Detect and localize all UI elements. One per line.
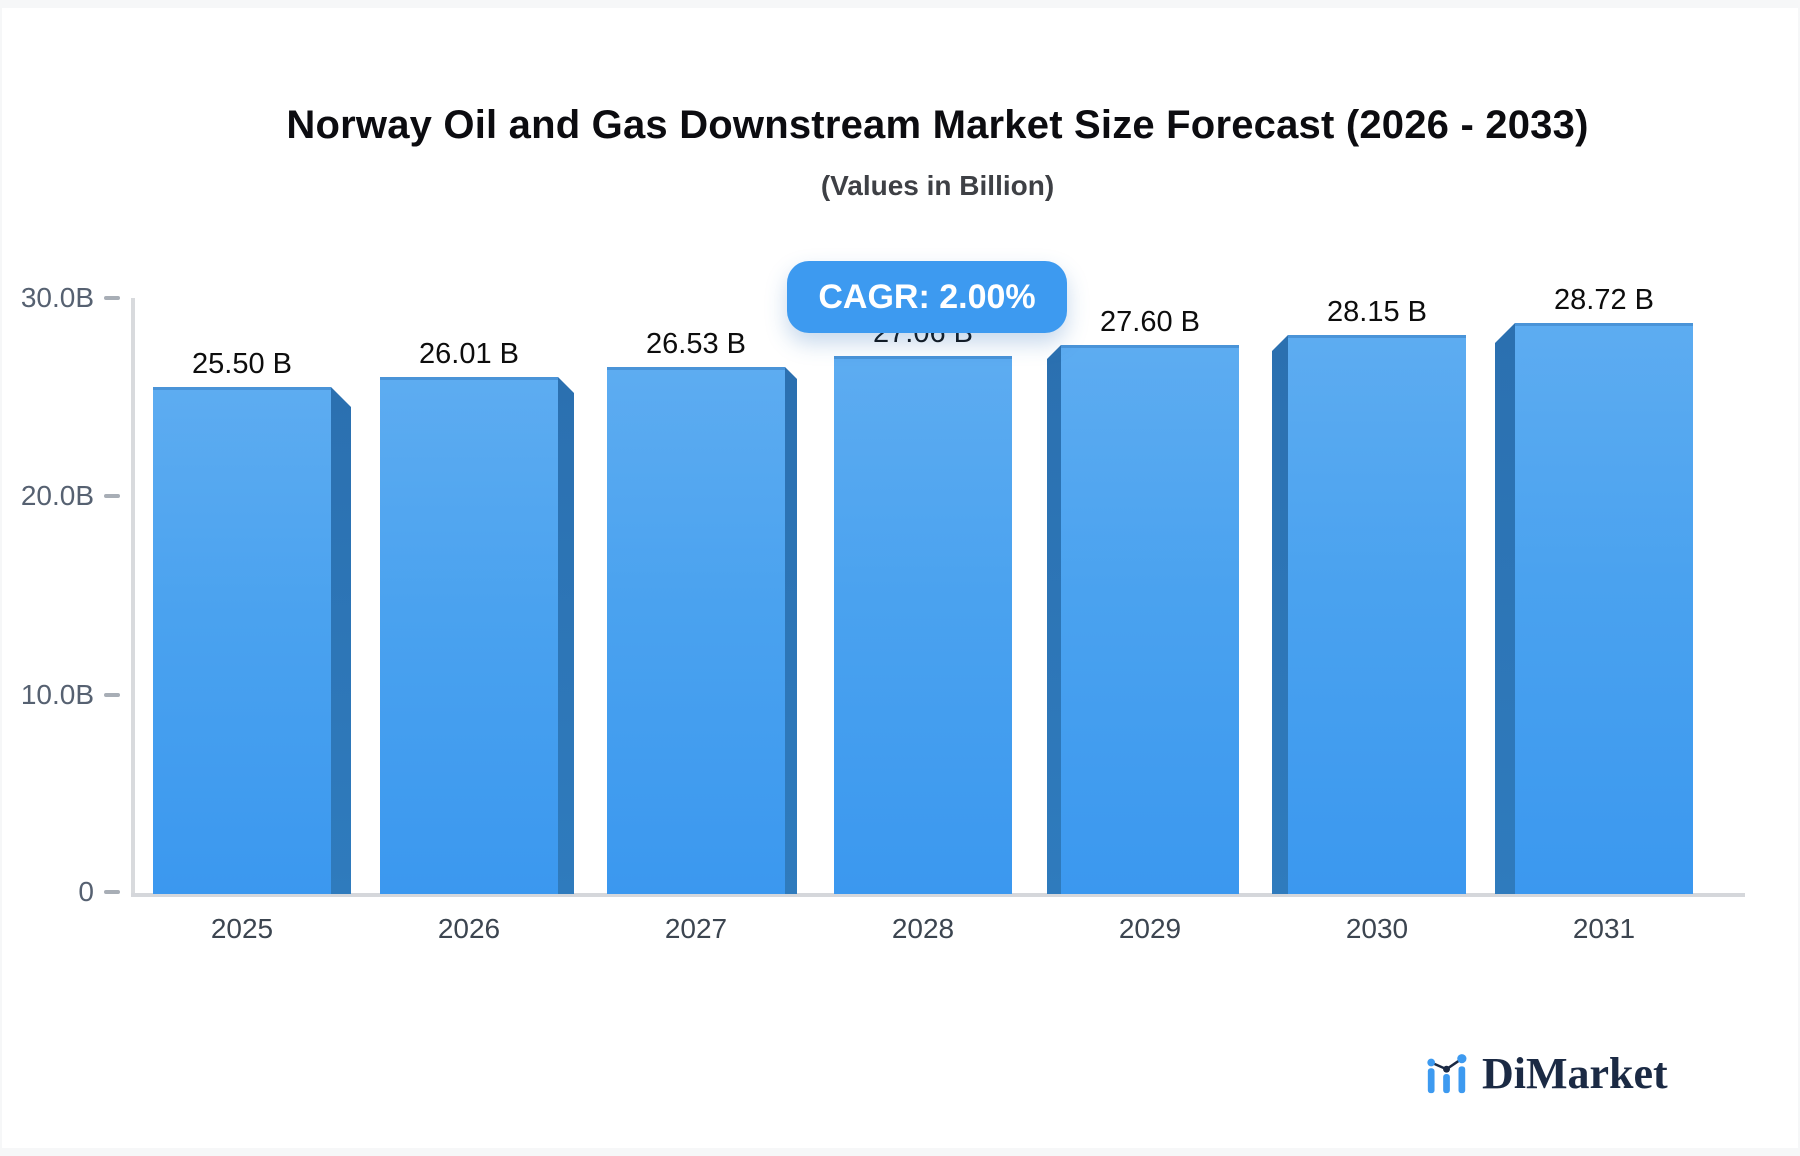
bar-2029	[1061, 345, 1239, 894]
bar-value-label: 26.01 B	[419, 338, 519, 370]
chart-title: Norway Oil and Gas Downstream Market Siz…	[286, 103, 1589, 147]
bar-2030	[1288, 335, 1466, 894]
x-tick-label-2027: 2027	[664, 913, 728, 944]
x-tick-label-2026: 2026	[437, 913, 501, 944]
y-axis-line	[131, 298, 135, 897]
bar-value-label: 25.50 B	[192, 348, 292, 380]
bar-value-label: 27.60 B	[1100, 306, 1200, 338]
x-tick-label-2029: 2029	[1118, 913, 1182, 944]
y-axis-tick	[104, 494, 120, 498]
y-axis-tick	[104, 890, 120, 894]
bar-2025	[153, 387, 331, 894]
bar-3d-side	[785, 367, 797, 894]
x-tick-label-2025: 2025	[210, 913, 274, 944]
chart-card: Norway Oil and Gas Downstream Market Siz…	[2, 8, 1798, 1148]
y-axis-label-0: 0	[78, 876, 94, 907]
bar-3d-side	[331, 387, 351, 894]
bar-2031	[1515, 323, 1693, 894]
bar-value-label: 28.15 B	[1327, 296, 1427, 328]
x-axis-line	[131, 893, 1745, 897]
bar-2028	[834, 356, 1012, 894]
bar-value-label: 26.53 B	[646, 328, 746, 360]
bar-3d-side	[1047, 345, 1061, 894]
chart-subtitle: (Values in Billion)	[820, 170, 1055, 201]
bar-3d-side	[558, 377, 574, 894]
y-axis-tick	[104, 296, 120, 300]
cagr-badge-label: CAGR: 2.00%	[818, 277, 1036, 316]
cagr-badge: CAGR: 2.00%	[787, 261, 1067, 333]
bar-2026	[380, 377, 558, 894]
y-axis-label-30: 30.0B	[20, 282, 94, 313]
x-tick-label-2030: 2030	[1345, 913, 1409, 944]
bar-3d-side	[1495, 323, 1515, 894]
y-axis-label-10: 10.0B	[20, 679, 94, 710]
mini-bar-chart-icon	[1427, 1053, 1467, 1093]
dimarket-logo: DiMarket	[1424, 1048, 1668, 1099]
bar-value-label: 28.72 B	[1554, 284, 1654, 316]
x-tick-label-2028: 2028	[891, 913, 955, 944]
y-axis-tick	[104, 693, 120, 697]
bar-3d-side	[1272, 335, 1288, 894]
bar-2027	[607, 367, 785, 894]
y-axis-label-20: 20.0B	[20, 480, 94, 511]
dimarket-logo-text: DiMarket	[1482, 1049, 1668, 1098]
x-tick-label-2031: 2031	[1572, 913, 1636, 944]
